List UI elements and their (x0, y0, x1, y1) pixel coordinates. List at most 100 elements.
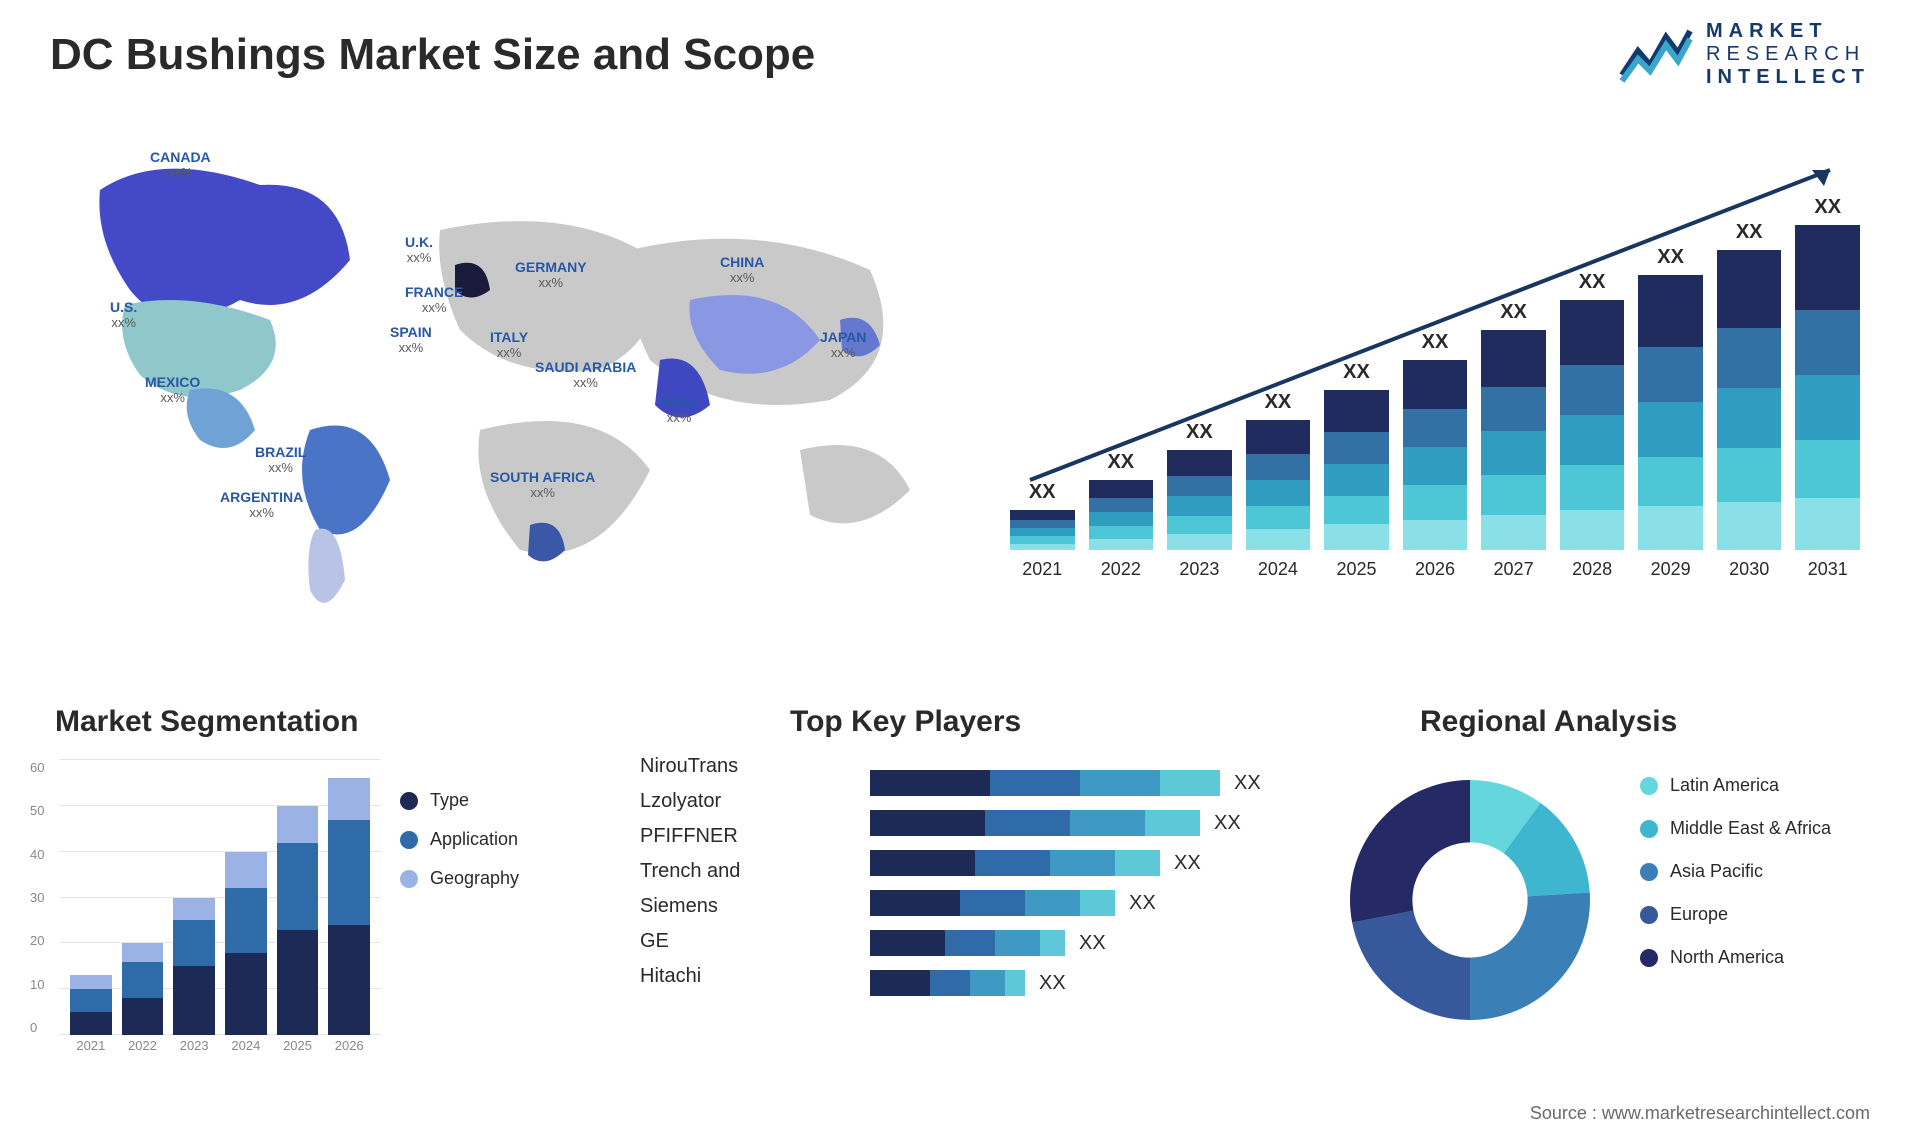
growth-xaxis-tick: 2021 (1010, 559, 1075, 580)
logo-icon (1618, 23, 1694, 87)
segmentation-legend: TypeApplicationGeography (400, 790, 519, 889)
growth-bar-2022: XX (1089, 451, 1154, 550)
donut-slice (1350, 780, 1470, 922)
growth-bar-value: XX (1579, 271, 1606, 294)
map-label-argentina: ARGENTINAxx% (220, 490, 303, 521)
growth-bar-2031: XX (1795, 196, 1860, 550)
growth-bar-2029: XX (1638, 246, 1703, 550)
growth-bar-value: XX (1500, 301, 1527, 324)
player-bar-value: XX (1129, 892, 1156, 915)
seg-x-tick: 2026 (328, 1038, 370, 1060)
player-name: GE (640, 930, 740, 953)
seg-x-tick: 2024 (225, 1038, 267, 1060)
player-bar-value: XX (1234, 772, 1261, 795)
growth-bar-2025: XX (1324, 361, 1389, 550)
players-name-list: NirouTrans Lzolyator PFIFFNER Trench and Sie… (640, 755, 740, 988)
map-label-france: FRANCExx% (405, 285, 463, 316)
map-label-saudiarabia: SAUDI ARABIAxx% (535, 360, 636, 391)
map-label-mexico: MEXICOxx% (145, 375, 200, 406)
seg-bar-2023 (173, 898, 215, 1035)
growth-bar-2027: XX (1481, 301, 1546, 550)
growth-bar-value: XX (1265, 391, 1292, 414)
growth-xaxis-tick: 2030 (1717, 559, 1782, 580)
regional-legend-item: Middle East & Africa (1640, 818, 1831, 839)
growth-bar-value: XX (1343, 361, 1370, 384)
map-label-canada: CANADAxx% (150, 150, 211, 181)
growth-bar-2028: XX (1560, 271, 1625, 550)
player-name: Lzolyator (640, 790, 740, 813)
page-title: DC Bushings Market Size and Scope (50, 30, 815, 80)
map-label-japan: JAPANxx% (820, 330, 866, 361)
player-bar-row: XX (870, 770, 1290, 796)
seg-bar-2021 (70, 975, 112, 1035)
seg-x-tick: 2021 (70, 1038, 112, 1060)
seg-y-tick: 40 (30, 847, 58, 862)
growth-bar-value: XX (1422, 331, 1449, 354)
regional-header: Regional Analysis (1420, 705, 1677, 739)
player-name: Trench and (640, 860, 740, 883)
regional-legend-item: Asia Pacific (1640, 861, 1831, 882)
player-bar-value: XX (1214, 812, 1241, 835)
logo-line2: RESEARCH (1706, 43, 1870, 66)
growth-xaxis-tick: 2031 (1795, 559, 1860, 580)
player-bar-row: XX (870, 810, 1290, 836)
seg-bar-2024 (225, 852, 267, 1035)
growth-bar-2023: XX (1167, 421, 1232, 550)
map-region (800, 445, 910, 523)
source-attribution: Source : www.marketresearchintellect.com (1530, 1103, 1870, 1124)
map-region (302, 426, 390, 535)
regional-legend: Latin AmericaMiddle East & AfricaAsia Pa… (1640, 775, 1831, 968)
map-region (99, 169, 350, 318)
seg-legend-item: Type (400, 790, 519, 811)
map-label-germany: GERMANYxx% (515, 260, 587, 291)
seg-y-tick: 20 (30, 933, 58, 948)
growth-xaxis-tick: 2028 (1560, 559, 1625, 580)
growth-bar-value: XX (1029, 481, 1056, 504)
logo-line1: MARKET (1706, 20, 1870, 43)
seg-y-tick: 50 (30, 803, 58, 818)
map-label-us: U.S.xx% (110, 300, 137, 331)
regional-donut-chart (1330, 760, 1610, 1040)
players-bar-chart: XX XX XX XX XX XX (870, 770, 1290, 996)
player-bar-value: XX (1079, 932, 1106, 955)
map-label-china: CHINAxx% (720, 255, 764, 286)
player-name: PFIFFNER (640, 825, 740, 848)
map-label-uk: U.K.xx% (405, 235, 433, 266)
player-bar-value: XX (1039, 972, 1066, 995)
seg-y-tick: 0 (30, 1020, 58, 1035)
regional-legend-item: North America (1640, 947, 1831, 968)
donut-slice (1470, 892, 1590, 1020)
map-label-india: INDIAxx% (660, 395, 698, 426)
seg-x-tick: 2022 (122, 1038, 164, 1060)
seg-bar-2025 (277, 806, 319, 1035)
growth-bar-2024: XX (1246, 391, 1311, 550)
seg-legend-item: Geography (400, 868, 519, 889)
player-bar-row: XX (870, 890, 1290, 916)
player-bar-row: XX (870, 850, 1290, 876)
growth-bar-chart: XXXXXXXXXXXXXXXXXXXXXX 20212022202320242… (1010, 150, 1860, 580)
segmentation-chart: 0102030405060 202120222023202420252026 (30, 760, 380, 1060)
logo-line3: INTELLECT (1706, 66, 1870, 89)
growth-xaxis-tick: 2029 (1638, 559, 1703, 580)
player-name: NirouTrans (640, 755, 740, 778)
player-bar-row: XX (870, 930, 1290, 956)
player-name: Hitachi (640, 965, 740, 988)
growth-bar-value: XX (1736, 221, 1763, 244)
seg-x-tick: 2023 (173, 1038, 215, 1060)
player-name: Siemens (640, 895, 740, 918)
growth-xaxis-tick: 2024 (1246, 559, 1311, 580)
donut-slice (1352, 911, 1470, 1020)
growth-bar-2026: XX (1403, 331, 1468, 550)
growth-bar-2030: XX (1717, 221, 1782, 550)
map-label-italy: ITALYxx% (490, 330, 528, 361)
growth-xaxis-tick: 2023 (1167, 559, 1232, 580)
growth-bar-value: XX (1814, 196, 1841, 219)
seg-y-tick: 10 (30, 977, 58, 992)
growth-xaxis-tick: 2027 (1481, 559, 1546, 580)
segmentation-header: Market Segmentation (55, 705, 358, 739)
player-bar-value: XX (1174, 852, 1201, 875)
map-label-southafrica: SOUTH AFRICAxx% (490, 470, 595, 501)
seg-bar-2022 (122, 943, 164, 1035)
player-bar-row: XX (870, 970, 1290, 996)
world-map: CANADAxx%U.S.xx%MEXICOxx%BRAZILxx%ARGENT… (40, 130, 970, 650)
